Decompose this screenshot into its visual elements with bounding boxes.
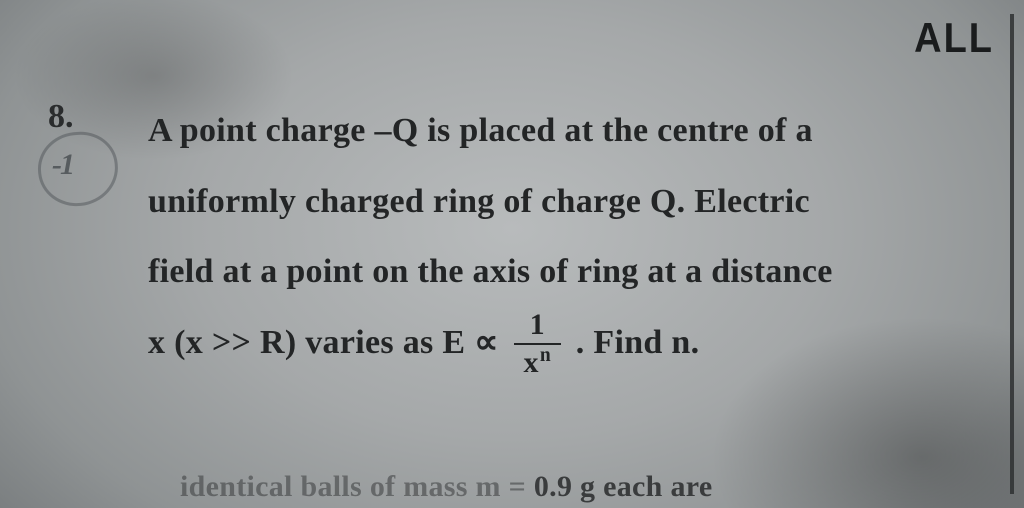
- footer-faint: identical balls of mass m =: [180, 470, 534, 503]
- header-partial-word: ALL: [914, 16, 994, 63]
- footer-value: 0.9 g each are: [534, 470, 713, 503]
- fraction-numerator: 1: [514, 309, 561, 345]
- question-line-3: field at a point on the axis of ring at …: [148, 237, 908, 308]
- fraction-den-base: x: [524, 346, 539, 379]
- question-line-2: uniformly charged ring of charge Q. Elec…: [148, 167, 908, 238]
- line4-pre: x (x >> R) varies as E ∝: [148, 324, 508, 361]
- fraction: 1 xn: [514, 309, 561, 378]
- question-body: A point charge –Q is placed at the centr…: [148, 96, 908, 379]
- pencil-annotation-text: -1: [52, 148, 73, 182]
- line4-post: . Find n.: [576, 324, 700, 361]
- question-line-4: x (x >> R) varies as E ∝ 1 xn . Find n.: [148, 308, 908, 379]
- question-line-1: A point charge –Q is placed at the centr…: [148, 96, 908, 167]
- pencil-circle-annotation: [34, 128, 121, 210]
- question-number: 8.: [48, 98, 74, 136]
- fraction-den-exp: n: [540, 345, 551, 366]
- column-rule: [1010, 14, 1014, 494]
- footer-cutoff-text: identical balls of mass m = 0.9 g each a…: [180, 470, 712, 504]
- fraction-denominator: xn: [514, 345, 561, 379]
